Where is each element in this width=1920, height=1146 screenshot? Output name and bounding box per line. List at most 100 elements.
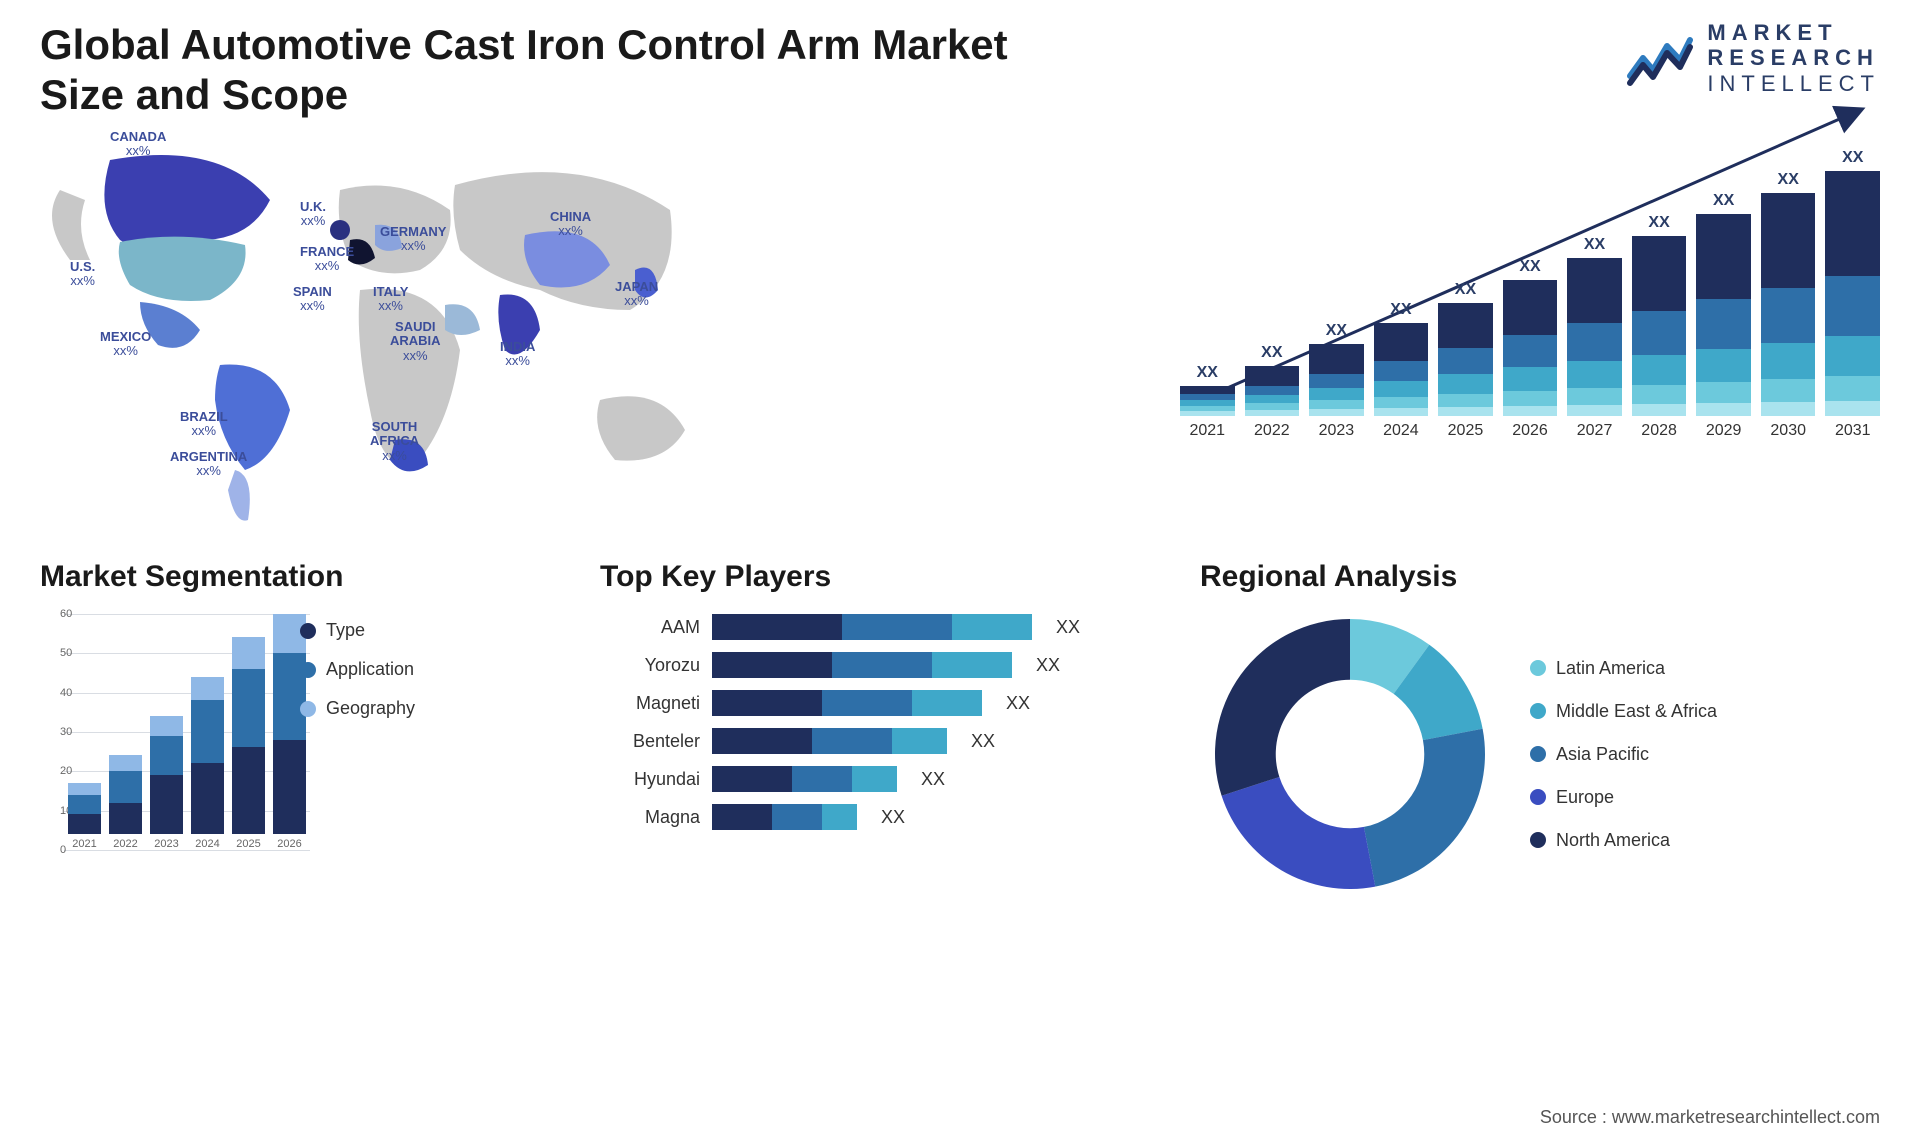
source-attribution: Source : www.marketresearchintellect.com — [1540, 1107, 1880, 1128]
player-bar-segment — [892, 728, 947, 754]
bar-segment — [1309, 400, 1364, 409]
bar-segment — [1761, 343, 1816, 379]
legend-item: Asia Pacific — [1530, 744, 1717, 765]
bar-column: XX 2027 — [1567, 236, 1622, 440]
player-bar — [712, 804, 857, 830]
bar-x-label: 2021 — [1189, 422, 1225, 440]
player-bar — [712, 652, 1012, 678]
bar-x-label: 2028 — [1641, 422, 1677, 440]
legend-swatch-icon — [300, 623, 316, 639]
player-row: AAMXX — [600, 614, 1160, 640]
players-chart: AAMXXYorozuXXMagnetiXXBentelerXXHyundaiX… — [600, 614, 1160, 830]
player-bar-segment — [772, 804, 822, 830]
map-uk — [330, 220, 350, 240]
bar-segment — [1825, 276, 1880, 336]
bar-segment — [1309, 374, 1364, 388]
player-bar — [712, 766, 897, 792]
bar-segment — [1374, 381, 1429, 397]
seg-x-label: 2021 — [72, 838, 96, 850]
seg-bar-segment — [150, 775, 183, 834]
seg-bar-segment — [68, 814, 101, 834]
seg-bar-segment — [68, 783, 101, 795]
player-bar-segment — [952, 614, 1032, 640]
player-row: MagnetiXX — [600, 690, 1160, 716]
player-bar-segment — [712, 804, 772, 830]
seg-bar-segment — [232, 747, 265, 834]
bar-segment — [1825, 171, 1880, 276]
bar-segment — [1567, 388, 1622, 405]
legend-item: Type — [300, 620, 415, 641]
legend-label: Middle East & Africa — [1556, 701, 1717, 722]
seg-bar-segment — [150, 736, 183, 775]
seg-x-label: 2025 — [236, 838, 260, 850]
legend-swatch-icon — [1530, 832, 1546, 848]
bar-segment — [1567, 361, 1622, 388]
bar-segment — [1245, 403, 1300, 410]
player-name: AAM — [600, 617, 700, 638]
market-size-chart: XX2021XX2022XX2023XX2024XX2025XX2026XX20… — [1180, 120, 1880, 470]
player-row: BentelerXX — [600, 728, 1160, 754]
legend-label: Geography — [326, 698, 415, 719]
player-name: Hyundai — [600, 769, 700, 790]
map-label: MEXICOxx% — [100, 330, 151, 359]
legend-label: Type — [326, 620, 365, 641]
map-label: ARGENTINAxx% — [170, 450, 247, 479]
segmentation-legend: Type Application Geography — [300, 620, 415, 719]
bar-x-label: 2024 — [1383, 422, 1419, 440]
bar-column: XX2024 — [1374, 301, 1429, 440]
legend-swatch-icon — [1530, 789, 1546, 805]
map-label: GERMANYxx% — [380, 225, 446, 254]
seg-x-label: 2023 — [154, 838, 178, 850]
bar-segment — [1632, 311, 1687, 355]
seg-x-label: 2024 — [195, 838, 219, 850]
bar-segment — [1438, 374, 1493, 394]
bar-segment — [1761, 402, 1816, 416]
player-bar-segment — [832, 652, 932, 678]
seg-bar-column: 2023 — [150, 716, 183, 850]
bar-x-label: 2022 — [1254, 422, 1290, 440]
regional-legend: Latin America Middle East & Africa Asia Pa… — [1530, 658, 1717, 851]
bar-x-label: 2027 — [1577, 422, 1613, 440]
player-bar — [712, 690, 982, 716]
bar-column: XX2022 — [1245, 344, 1300, 440]
map-label: JAPANxx% — [615, 280, 658, 309]
seg-bar-column: 2024 — [191, 677, 224, 850]
bar-segment — [1374, 361, 1429, 381]
seg-bar-segment — [68, 795, 101, 815]
map-label: CANADAxx% — [110, 130, 166, 159]
players-section: Top Key Players AAMXXYorozuXXMagnetiXXBe… — [600, 560, 1160, 830]
player-row: YorozuXX — [600, 652, 1160, 678]
map-label: INDIAxx% — [500, 340, 535, 369]
bar-value-label: XX — [1584, 236, 1605, 254]
legend-item: Geography — [300, 698, 415, 719]
bar-x-label: 2023 — [1319, 422, 1355, 440]
bar-segment — [1696, 214, 1751, 299]
bar-x-label: 2025 — [1448, 422, 1484, 440]
bar-column: XX2029 — [1696, 192, 1751, 440]
seg-bar-column: 2022 — [109, 755, 142, 850]
map-label: CHINAxx% — [550, 210, 591, 239]
player-bar-segment — [852, 766, 897, 792]
legend-item: North America — [1530, 830, 1717, 851]
seg-bar-segment — [191, 763, 224, 834]
bar-value-label: XX — [1455, 281, 1476, 299]
bar-segment — [1374, 397, 1429, 408]
map-other — [52, 190, 90, 260]
bar-segment — [1761, 288, 1816, 343]
bar-x-label: 2030 — [1770, 422, 1806, 440]
legend-label: Latin America — [1556, 658, 1665, 679]
legend-swatch-icon — [300, 701, 316, 717]
bar-segment — [1567, 405, 1622, 416]
bar-segment — [1438, 348, 1493, 374]
legend-label: Application — [326, 659, 414, 680]
map-label: SAUDIARABIAxx% — [390, 320, 441, 363]
bar-x-label: 2026 — [1512, 422, 1548, 440]
bar-segment — [1503, 335, 1558, 367]
bar-segment — [1438, 303, 1493, 348]
bar-segment — [1374, 408, 1429, 416]
player-bar — [712, 728, 947, 754]
bar-segment — [1632, 404, 1687, 416]
map-canada — [104, 155, 270, 250]
legend-swatch-icon — [300, 662, 316, 678]
player-name: Magna — [600, 807, 700, 828]
